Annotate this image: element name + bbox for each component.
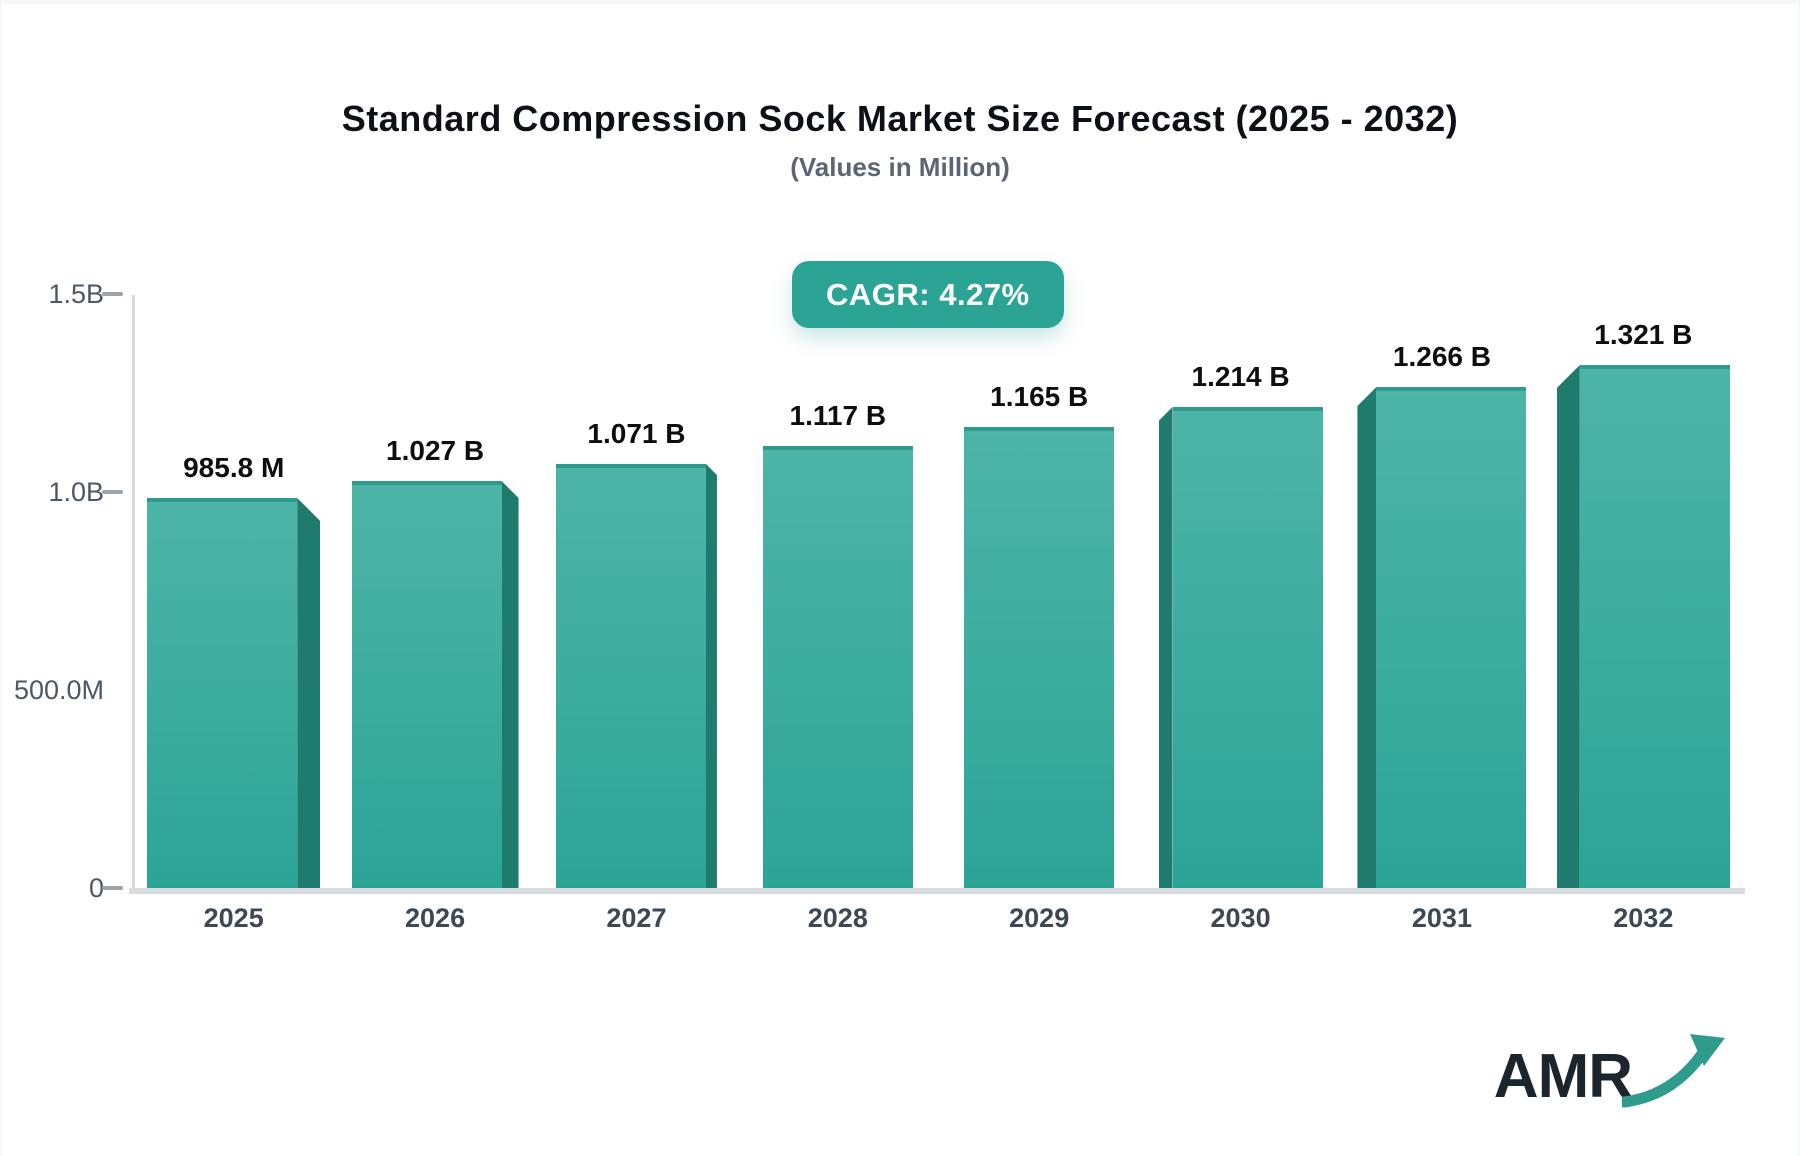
- amr-logo: AMR: [1494, 1032, 1726, 1112]
- chart-card: Standard Compression Sock Market Size Fo…: [2, 4, 1798, 1156]
- bar-value-label: 1.027 B: [386, 435, 485, 466]
- bar-2030: [1158, 407, 1323, 888]
- bar-side: [297, 498, 321, 888]
- x-axis-label: 2028: [807, 903, 868, 933]
- bar-2032: [1556, 365, 1730, 888]
- bar-face: [1172, 407, 1323, 888]
- y-tick-label: 0: [88, 873, 104, 903]
- bar-face: [147, 498, 298, 888]
- x-axis-label: 2030: [1210, 903, 1271, 933]
- cagr-badge: CAGR: 4.27%: [792, 261, 1064, 328]
- bar-2029: [964, 427, 1115, 888]
- x-axis-label: 2026: [405, 903, 466, 933]
- bar-value-label: 1.266 B: [1392, 341, 1491, 372]
- bar-2031: [1357, 387, 1527, 888]
- x-axis-baseline: [129, 888, 1745, 894]
- bar-side: [501, 481, 519, 888]
- y-axis-line: [132, 295, 135, 889]
- x-axis-label: 2031: [1411, 903, 1472, 933]
- chart-title: Standard Compression Sock Market Size Fo…: [341, 98, 1459, 139]
- trending-up-arrow-icon: [1622, 1034, 1725, 1108]
- bar-face: [555, 464, 706, 888]
- x-axis-label: 2029: [1009, 903, 1070, 933]
- bar-side: [1158, 407, 1173, 888]
- bar-2026: [351, 481, 519, 888]
- bar-value-label: 1.165 B: [990, 381, 1089, 412]
- bar-2025: [147, 498, 321, 888]
- y-tick-label: 1.0B: [48, 477, 104, 507]
- y-tick-label: 500.0M: [13, 675, 104, 705]
- bar-face: [964, 427, 1115, 888]
- x-axis-label: 2025: [203, 903, 264, 933]
- bar-value-label: 985.8 M: [183, 452, 285, 483]
- bar-value-label: 1.214 B: [1191, 361, 1290, 392]
- bar-face: [1376, 387, 1527, 888]
- bar-2027: [555, 464, 717, 888]
- y-tick-dash: [102, 886, 123, 890]
- bar-face: [762, 446, 913, 888]
- bar-face: [351, 481, 502, 888]
- bar-value-label: 1.321 B: [1594, 319, 1693, 350]
- bar-2028: [762, 446, 913, 888]
- bar-value-label: 1.071 B: [587, 418, 686, 449]
- y-tick-dash: [102, 292, 123, 296]
- y-tick-label: 1.5B: [48, 279, 104, 309]
- y-tick-dash: [102, 490, 123, 494]
- bar-value-label: 1.117 B: [789, 400, 887, 431]
- bar-face: [1579, 365, 1730, 888]
- x-axis-label: 2032: [1613, 903, 1674, 933]
- x-axis-label: 2027: [606, 903, 667, 933]
- amr-logo-text: AMR: [1493, 1042, 1633, 1111]
- chart-subtitle: (Values in Million): [790, 152, 1010, 182]
- bar-side: [1357, 387, 1377, 888]
- bar-side: [1556, 365, 1580, 888]
- bar-side: [705, 464, 717, 888]
